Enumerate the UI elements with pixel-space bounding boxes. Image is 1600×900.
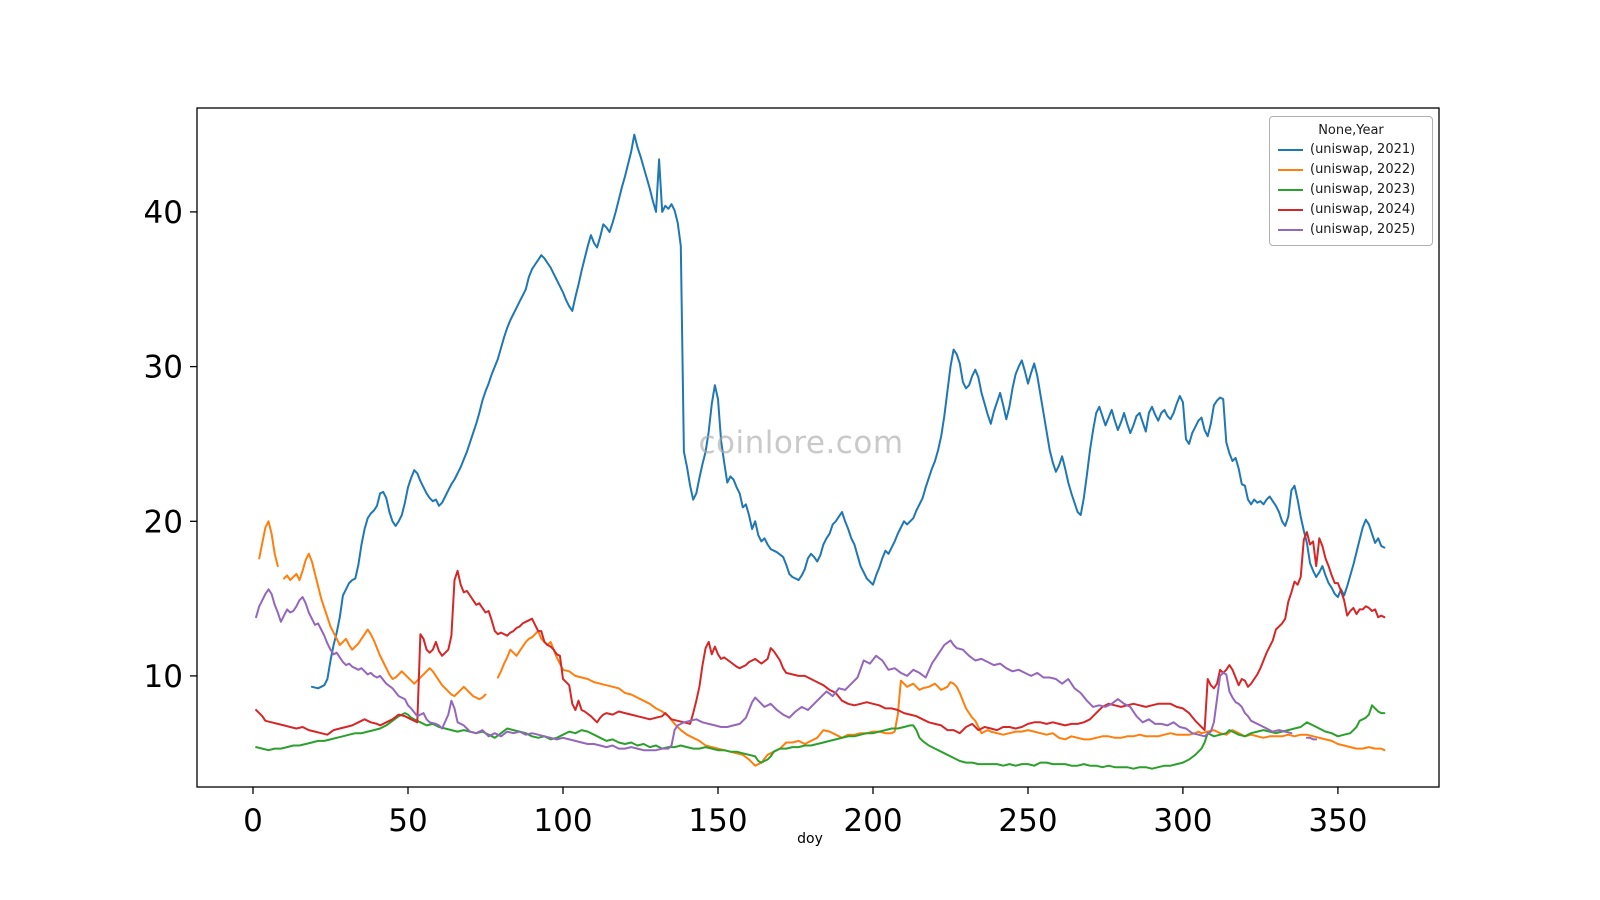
x-axis-label: doy — [797, 831, 823, 847]
legend-entry: (uniswap, 2022) — [1278, 160, 1424, 180]
x-tick-label: 200 — [843, 803, 902, 839]
y-tick-label: 10 — [144, 659, 183, 695]
series-line-uniswap-2022 — [258, 520, 1386, 767]
plot-frame — [196, 107, 1440, 788]
series-line-uniswap-2025 — [255, 588, 1318, 752]
y-tick-label: 30 — [144, 350, 183, 386]
legend-line-swatch — [1278, 229, 1303, 231]
y-tick-label: 40 — [144, 195, 183, 231]
x-tick-label: 350 — [1308, 803, 1367, 839]
series-line-uniswap-2023 — [255, 704, 1386, 770]
legend-entry-label: (uniswap, 2024) — [1310, 202, 1416, 217]
x-tick-label: 50 — [388, 803, 427, 839]
legend-line-swatch — [1278, 149, 1303, 151]
legend: None,Year (uniswap, 2021) (uniswap, 2022)… — [1269, 116, 1433, 246]
legend-entry: (uniswap, 2023) — [1278, 180, 1424, 200]
x-tick-label: 300 — [1153, 803, 1212, 839]
legend-title: None,Year — [1318, 123, 1384, 138]
legend-line-swatch — [1278, 209, 1303, 211]
legend-entry-label: (uniswap, 2023) — [1310, 182, 1416, 197]
legend-entry: (uniswap, 2021) — [1278, 140, 1424, 160]
y-tick-label: 20 — [144, 504, 183, 540]
x-tick-label: 250 — [998, 803, 1057, 839]
series-line-uniswap-2021 — [310, 133, 1386, 690]
legend-entry-label: (uniswap, 2025) — [1310, 222, 1416, 237]
legend-entry: (uniswap, 2024) — [1278, 200, 1424, 220]
legend-line-swatch — [1278, 169, 1303, 171]
legend-entry: (uniswap, 2025) — [1278, 220, 1424, 240]
x-tick-label: 150 — [688, 803, 747, 839]
x-tick-label: 0 — [243, 803, 263, 839]
legend-entry-label: (uniswap, 2021) — [1310, 142, 1416, 157]
legend-line-swatch — [1278, 189, 1303, 191]
x-tick-label: 100 — [533, 803, 592, 839]
legend-entries: (uniswap, 2021) (uniswap, 2022) (uniswap, … — [1278, 140, 1424, 240]
legend-entry-label: (uniswap, 2022) — [1310, 162, 1416, 177]
series-line-uniswap-2024 — [255, 531, 1386, 736]
